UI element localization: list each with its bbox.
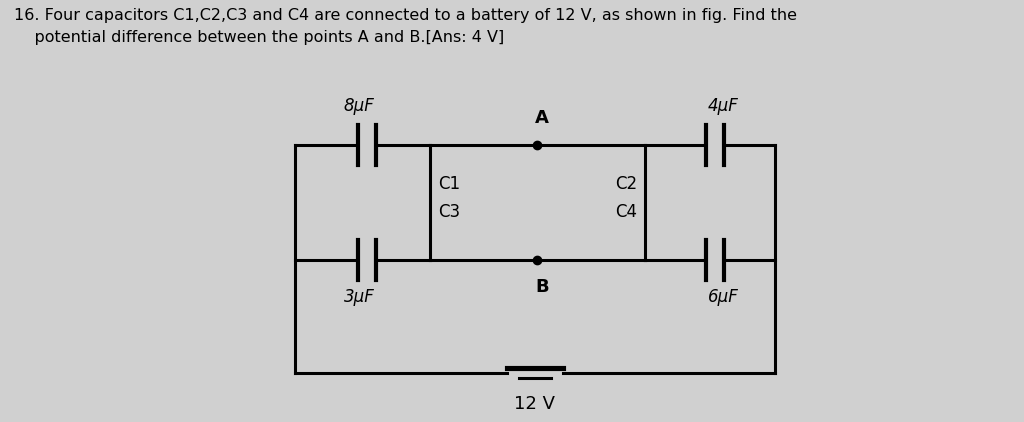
Text: 6μF: 6μF	[708, 288, 738, 306]
Text: C3: C3	[438, 203, 460, 221]
Text: 12 V: 12 V	[514, 395, 555, 413]
Text: B: B	[536, 278, 549, 296]
Text: 8μF: 8μF	[344, 97, 375, 115]
Text: 4μF: 4μF	[708, 97, 738, 115]
Text: A: A	[536, 109, 549, 127]
Text: potential difference between the points A and B.[Ans: 4 V]: potential difference between the points …	[14, 30, 504, 45]
Text: C2: C2	[614, 175, 637, 193]
Text: C4: C4	[615, 203, 637, 221]
Text: C1: C1	[438, 175, 460, 193]
Text: 3μF: 3μF	[344, 288, 375, 306]
Text: 16. Four capacitors C1,C2,C3 and C4 are connected to a battery of 12 V, as shown: 16. Four capacitors C1,C2,C3 and C4 are …	[14, 8, 797, 23]
